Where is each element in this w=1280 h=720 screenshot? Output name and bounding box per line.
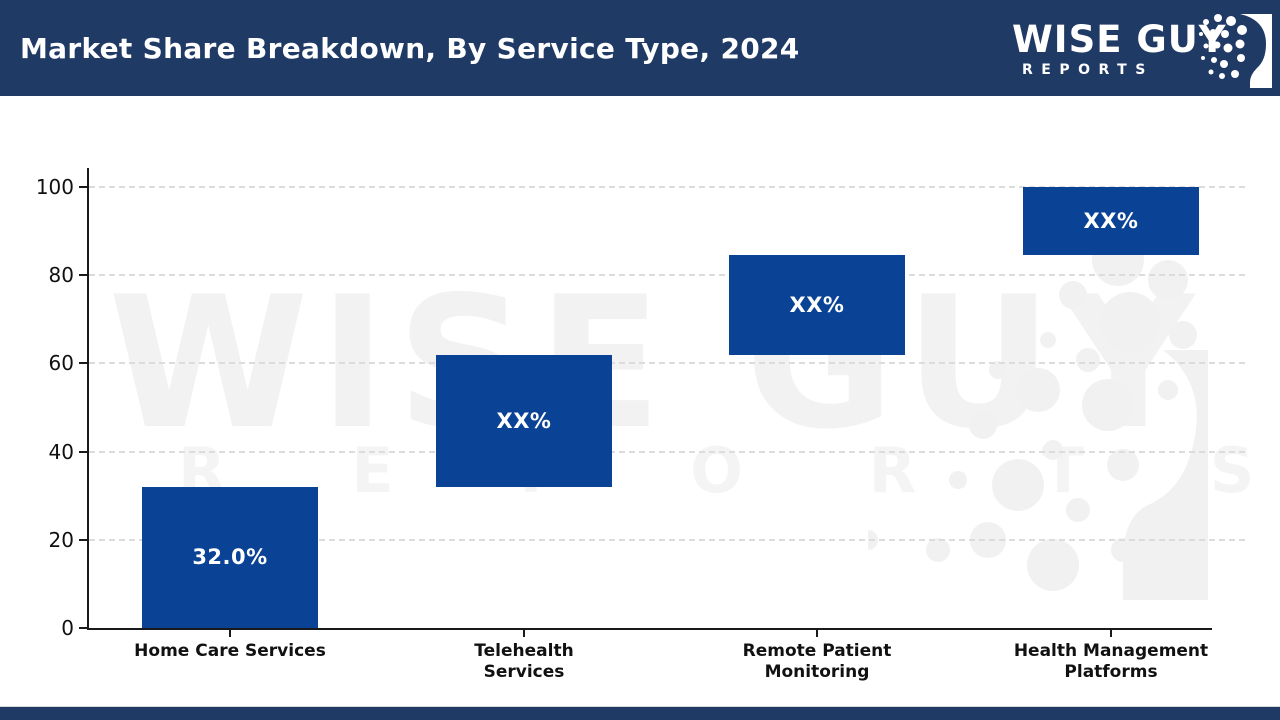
x-label-line: Telehealth bbox=[474, 641, 574, 661]
y-tick-label: 80 bbox=[48, 263, 74, 288]
bar-home-care-services: 32.0% bbox=[142, 486, 318, 628]
y-tick-mark bbox=[79, 450, 87, 453]
x-label-remote-patient-monitoring: Remote Patient Monitoring bbox=[687, 641, 947, 683]
x-label-line: Home Care Services bbox=[134, 641, 326, 661]
gridline bbox=[89, 274, 1245, 277]
bar-remote-patient-monitoring: XX% bbox=[729, 255, 905, 355]
y-tick-label: 40 bbox=[48, 439, 74, 464]
watermark-subtext: R E P O R T S bbox=[178, 440, 1280, 502]
x-label-line: Monitoring bbox=[764, 662, 870, 682]
wise-guy-reports-logo: WISE GUY REPORTS bbox=[1012, 14, 1272, 88]
svg-text:WISE GUY: WISE GUY bbox=[1012, 18, 1227, 61]
gridline bbox=[89, 186, 1245, 188]
bar-value-label: XX% bbox=[496, 408, 552, 433]
y-tick-label: 60 bbox=[48, 351, 74, 376]
x-tick-mark bbox=[816, 630, 818, 637]
x-label-telehealth-services: Telehealth Services bbox=[394, 641, 654, 683]
gridline bbox=[89, 538, 1245, 541]
x-label-line: Platforms bbox=[1064, 662, 1158, 682]
x-tick-mark bbox=[523, 630, 525, 637]
header-band: Market Share Breakdown, By Service Type,… bbox=[0, 0, 1280, 96]
x-label-line: Remote Patient bbox=[742, 641, 892, 661]
bar-health-management-platforms: XX% bbox=[1023, 187, 1199, 256]
x-label-health-management-platforms: Health Management Platforms bbox=[981, 641, 1241, 683]
y-axis-line bbox=[87, 168, 89, 630]
y-tick-mark bbox=[79, 274, 87, 277]
y-tick-mark bbox=[79, 538, 87, 541]
gridline bbox=[89, 362, 1245, 365]
chart-title: Market Share Breakdown, By Service Type,… bbox=[20, 31, 800, 65]
bar-value-label: XX% bbox=[1083, 209, 1139, 234]
gridline bbox=[89, 450, 1245, 453]
x-tick-mark bbox=[1110, 630, 1112, 637]
x-axis-line bbox=[87, 628, 1212, 630]
bar-value-label: 32.0% bbox=[192, 545, 268, 570]
x-label-home-care-services: Home Care Services bbox=[100, 641, 360, 662]
y-tick-label: 0 bbox=[61, 616, 74, 640]
y-tick-mark bbox=[79, 186, 87, 188]
watermark-head-icon bbox=[868, 234, 1208, 600]
bar-telehealth-services: XX% bbox=[436, 354, 612, 487]
y-tick-mark bbox=[79, 362, 87, 365]
x-label-line: Services bbox=[483, 662, 565, 682]
footer-band bbox=[0, 707, 1280, 720]
bar-value-label: XX% bbox=[789, 292, 845, 317]
y-tick-label: 100 bbox=[35, 175, 74, 199]
svg-text:REPORTS: REPORTS bbox=[1022, 62, 1154, 78]
x-tick-mark bbox=[229, 630, 231, 637]
y-tick-label: 20 bbox=[48, 527, 74, 552]
footer-divider bbox=[0, 706, 1280, 707]
x-label-line: Health Management bbox=[1013, 641, 1209, 661]
y-tick-mark bbox=[79, 627, 87, 629]
